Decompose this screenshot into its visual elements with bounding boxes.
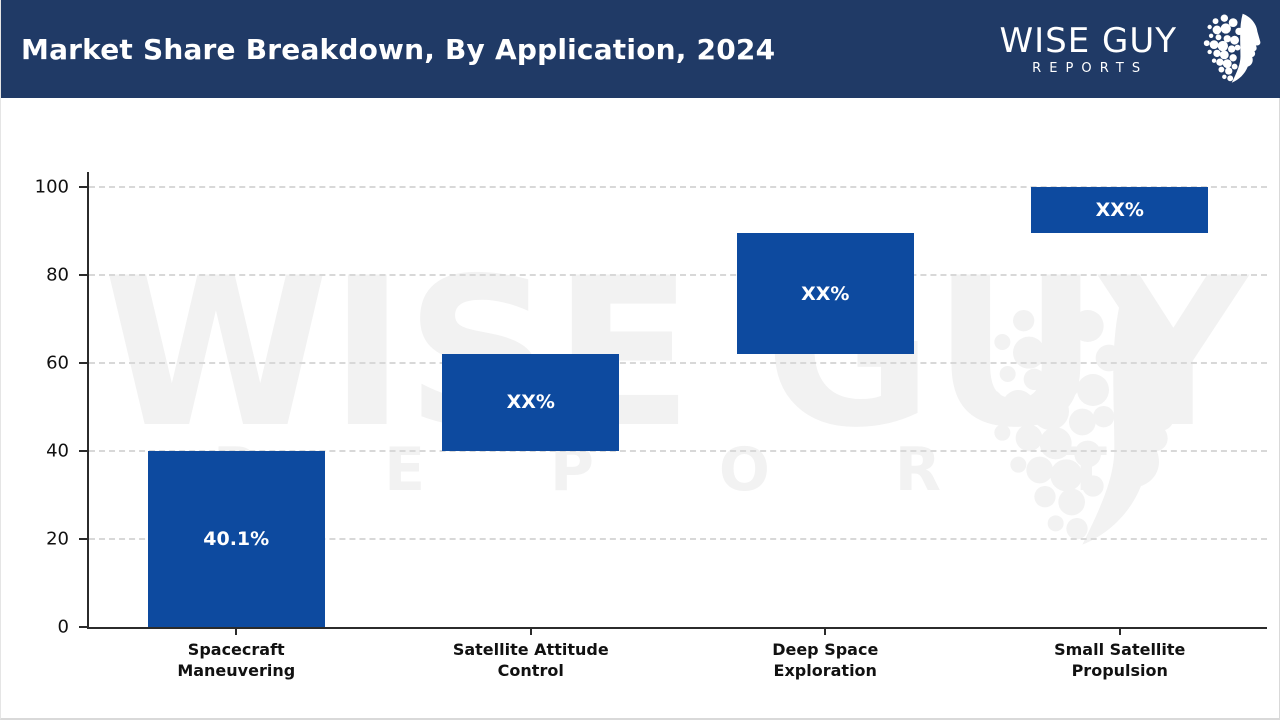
y-tick-mark-20 bbox=[79, 538, 87, 540]
logo-reports-label: REPORTS bbox=[1032, 60, 1149, 76]
y-tick-label-80: 80 bbox=[46, 264, 69, 286]
gridline-100 bbox=[89, 185, 1267, 188]
x-axis: Spacecraft Maneuvering Satellite Attitude… bbox=[89, 629, 1267, 699]
gridline-80 bbox=[89, 273, 1267, 276]
y-tick-mark-80 bbox=[79, 273, 87, 276]
bar-value-label: XX% bbox=[1095, 199, 1144, 222]
y-tick-mark-60 bbox=[79, 361, 87, 364]
plot-area: 40.1% XX% XX% XX% bbox=[89, 172, 1267, 627]
bar-segment: 40.1% bbox=[147, 450, 325, 627]
bar-value-label: XX% bbox=[801, 282, 850, 305]
page-title: Market Share Breakdown, By Application, … bbox=[21, 32, 776, 66]
gridline-60 bbox=[89, 361, 1267, 364]
bar-segment: XX% bbox=[1031, 186, 1209, 234]
gridline-20 bbox=[89, 538, 1267, 540]
x-axis-line bbox=[87, 627, 1267, 629]
x-category-label: Satellite Attitude Control bbox=[452, 640, 609, 680]
y-tick-label-0: 0 bbox=[57, 616, 69, 638]
y-tick-mark-0 bbox=[79, 626, 87, 628]
y-tick-mark-100 bbox=[79, 185, 87, 188]
y-axis: 0 20 40 60 80 100 bbox=[1, 172, 87, 638]
x-tick-mark bbox=[1118, 629, 1121, 635]
header-bar: Market Share Breakdown, By Application, … bbox=[1, 0, 1280, 98]
y-axis-line bbox=[87, 172, 89, 629]
x-tick-mark bbox=[529, 629, 532, 635]
bar-value-label: 40.1% bbox=[203, 527, 270, 550]
x-tick-mark bbox=[235, 629, 238, 635]
wiseguy-logo: WISE GUY REPORTS bbox=[999, 6, 1261, 92]
gridline-40 bbox=[89, 450, 1267, 452]
x-tick-mark bbox=[824, 629, 827, 635]
y-tick-label-40: 40 bbox=[46, 440, 69, 462]
y-tick-mark-40 bbox=[79, 450, 87, 452]
wiseguy-head-icon bbox=[1203, 13, 1261, 83]
y-tick-label-60: 60 bbox=[46, 352, 69, 374]
bar-segment: XX% bbox=[736, 233, 914, 355]
y-tick-label-20: 20 bbox=[46, 528, 69, 550]
bar-value-label: XX% bbox=[506, 391, 555, 414]
x-category-label: Spacecraft Maneuvering bbox=[177, 640, 296, 680]
x-category-label: Deep Space Exploration bbox=[772, 640, 879, 680]
bar-segment: XX% bbox=[442, 354, 620, 451]
y-tick-label-100: 100 bbox=[34, 176, 69, 198]
logo-wiseguy-label: WISE GUY bbox=[999, 20, 1177, 61]
logo-text: WISE GUY REPORTS bbox=[999, 24, 1177, 75]
x-category-label: Small Satellite Propulsion bbox=[1054, 640, 1186, 680]
